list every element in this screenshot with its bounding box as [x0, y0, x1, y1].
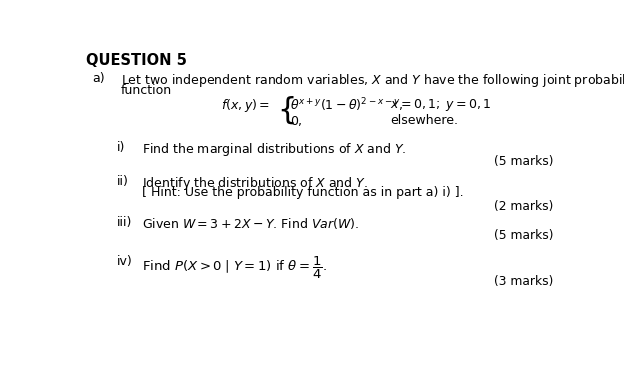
Text: ii): ii)	[117, 175, 129, 188]
Text: (2 marks): (2 marks)	[494, 200, 554, 213]
Text: $\{$: $\{$	[277, 95, 295, 126]
Text: iv): iv)	[117, 255, 132, 268]
Text: Find the marginal distributions of $X$ and $Y$.: Find the marginal distributions of $X$ a…	[142, 141, 406, 158]
Text: Let two independent random variables, $X$ and $Y$ have the following joint proba: Let two independent random variables, $X…	[120, 72, 624, 89]
Text: a): a)	[92, 72, 105, 85]
Text: (5 marks): (5 marks)	[494, 229, 554, 242]
Text: QUESTION 5: QUESTION 5	[85, 53, 187, 68]
Text: $\theta^{x+y}(1-\theta)^{2-x-y},$: $\theta^{x+y}(1-\theta)^{2-x-y},$	[290, 97, 403, 115]
Text: (5 marks): (5 marks)	[494, 155, 554, 168]
Text: (3 marks): (3 marks)	[494, 276, 554, 288]
Text: Identify the distributions of $X$ and $Y$.: Identify the distributions of $X$ and $Y…	[142, 175, 368, 192]
Text: $x=0,1;\; y=0,1$: $x=0,1;\; y=0,1$	[391, 97, 492, 113]
Text: Find $P(X>0\mid Y=1)$ if $\theta=\dfrac{1}{4}$.: Find $P(X>0\mid Y=1)$ if $\theta=\dfrac{…	[142, 255, 326, 281]
Text: iii): iii)	[117, 216, 132, 229]
Text: $f(x,y)=$: $f(x,y)=$	[222, 97, 270, 114]
Text: elsewhere.: elsewhere.	[391, 114, 458, 127]
Text: $0,$: $0,$	[290, 114, 302, 128]
Text: i): i)	[117, 141, 125, 155]
Text: [ Hint: Use the probability function as in part a) i) ].: [ Hint: Use the probability function as …	[142, 186, 463, 199]
Text: function: function	[120, 84, 172, 97]
Text: Given $W=3+2X-Y$. Find $\mathit{Var}(W)$.: Given $W=3+2X-Y$. Find $\mathit{Var}(W)$…	[142, 216, 359, 231]
